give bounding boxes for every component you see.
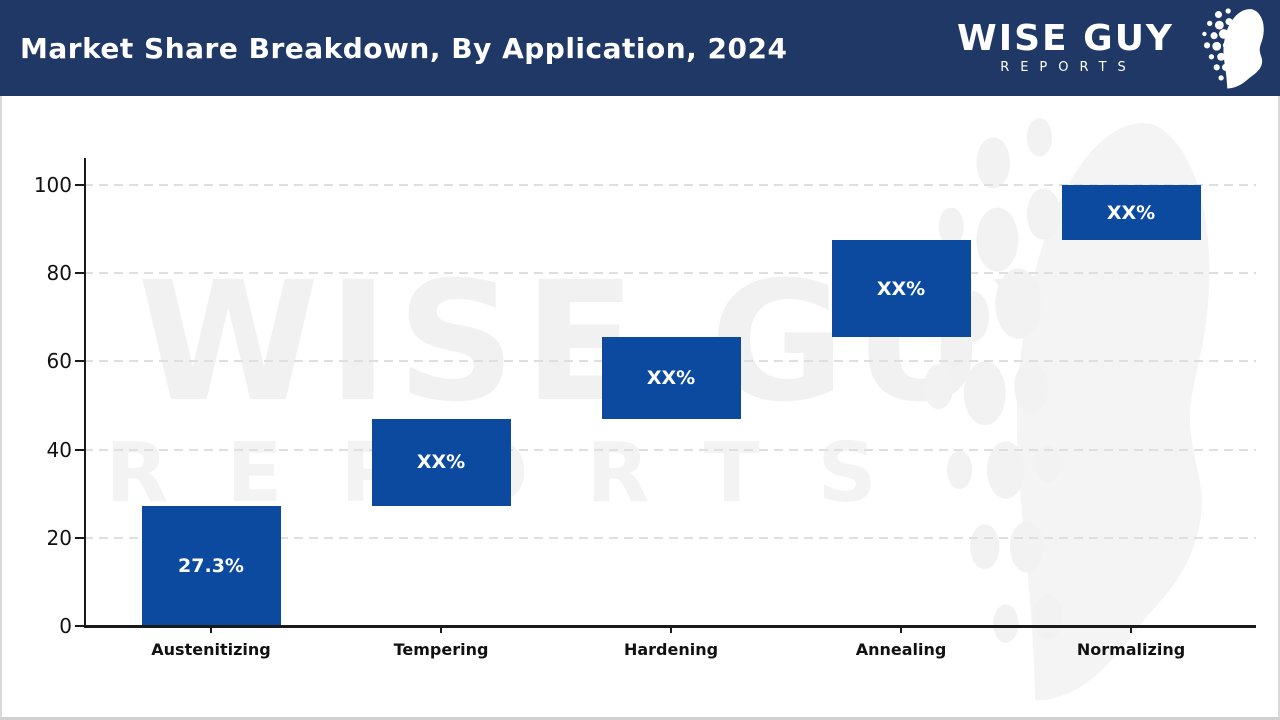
bar-segment: 27.3% xyxy=(141,505,281,626)
y-axis-line xyxy=(84,158,86,628)
x-category-label: Annealing xyxy=(855,640,947,659)
bar-value-label: XX% xyxy=(646,366,696,389)
logo-subtitle: REPORTS xyxy=(1000,60,1137,75)
gridline xyxy=(84,448,1256,451)
x-category-label: Tempering xyxy=(393,640,489,659)
y-axis-tick xyxy=(75,272,84,275)
gridline xyxy=(84,536,1256,539)
gridline xyxy=(84,184,1256,186)
bar-value-label: XX% xyxy=(1106,201,1156,224)
y-axis-tick xyxy=(75,360,84,363)
y-axis-tick-label: 40 xyxy=(46,437,72,462)
x-axis-tick xyxy=(440,626,442,633)
y-axis-tick xyxy=(75,448,84,451)
y-axis-tick-label: 80 xyxy=(46,261,72,286)
logo-text: WISE GUY REPORTS xyxy=(956,18,1174,76)
bar-value-label: XX% xyxy=(416,451,466,474)
bar-segment: XX% xyxy=(1061,185,1201,241)
y-axis-tick xyxy=(75,536,84,539)
logo-head-profile-icon xyxy=(1202,8,1264,89)
y-axis-tick xyxy=(75,625,84,627)
bar-segment: XX% xyxy=(601,337,741,419)
x-axis-tick xyxy=(210,626,212,633)
bar-value-label: XX% xyxy=(876,277,926,300)
x-category-label: Austenitizing xyxy=(151,640,271,659)
y-axis-tick-label: 0 xyxy=(59,614,72,638)
y-axis-tick-label: 100 xyxy=(33,173,72,197)
y-axis-tick-label: 20 xyxy=(46,525,72,550)
header-bar: Market Share Breakdown, By Application, … xyxy=(0,0,1280,96)
y-axis-tick-label: 60 xyxy=(46,349,72,374)
bar-segment: XX% xyxy=(371,418,511,506)
x-axis-line xyxy=(84,625,1256,628)
x-axis-tick xyxy=(670,626,672,633)
logo-wordmark: WISE GUY xyxy=(956,18,1174,59)
gridline xyxy=(84,272,1256,275)
wise-guy-logo: WISE GUY REPORTS xyxy=(957,4,1280,92)
bar-segment: XX% xyxy=(831,240,971,338)
y-axis-tick xyxy=(75,184,84,186)
x-axis-tick xyxy=(900,626,902,633)
page-title: Market Share Breakdown, By Application, … xyxy=(20,31,788,65)
x-category-label: Normalizing xyxy=(1076,640,1186,659)
bar-value-label: 27.3% xyxy=(178,554,244,577)
x-category-label: Hardening xyxy=(623,640,719,659)
